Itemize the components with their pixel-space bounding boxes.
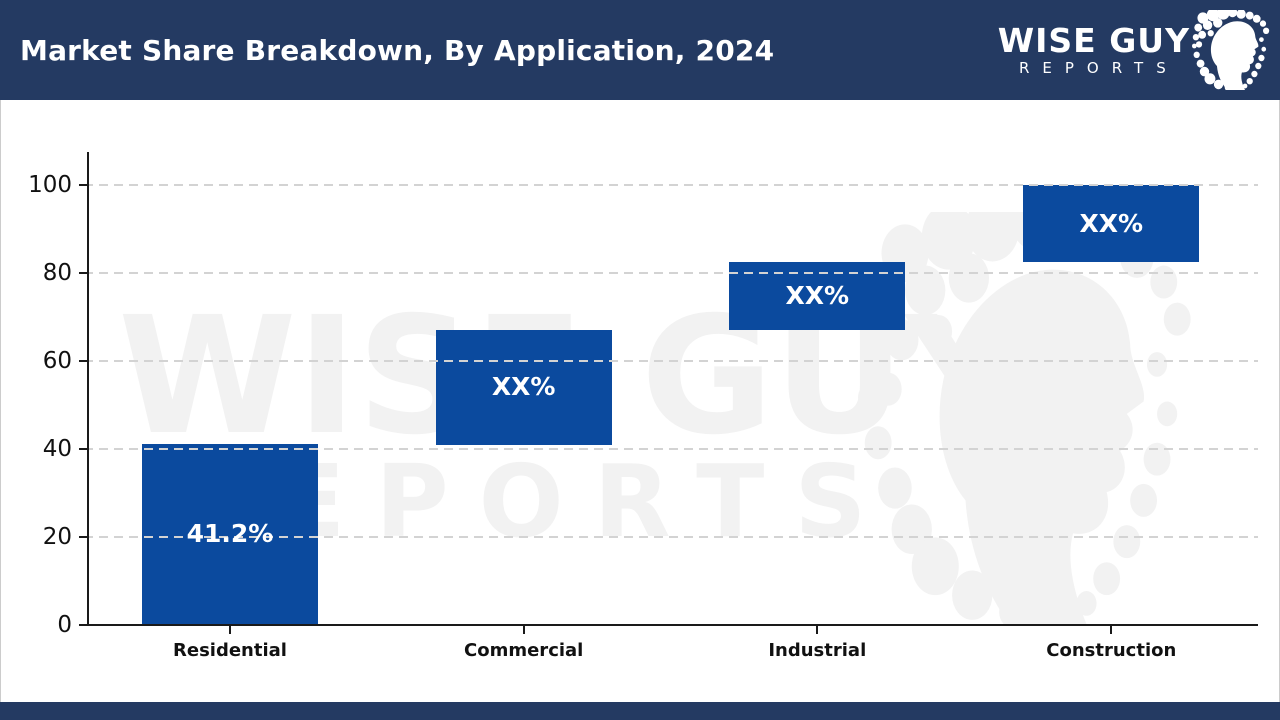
y-tick-mark [79, 184, 87, 186]
bar-residential [142, 443, 318, 625]
bar-construction [1023, 185, 1200, 262]
y-tick-mark [79, 624, 87, 626]
x-tick-mark [1110, 626, 1113, 634]
logo-brand-name: WISE GUY [997, 21, 1190, 60]
x-category-label: Industrial [768, 640, 867, 661]
wiseguy-logo: WISE GUY REPORTS [998, 10, 1270, 90]
logo-text: WISE GUY REPORTS [998, 24, 1190, 76]
x-tick-mark [816, 626, 819, 634]
footer-bar [0, 702, 1280, 720]
x-category-label: Commercial [464, 640, 584, 661]
y-tick-mark [79, 536, 87, 538]
y-tick-label: 80 [42, 260, 72, 286]
bar-value-label: 41.2% [186, 519, 274, 549]
bar-value-label: XX% [785, 281, 850, 311]
x-axis-line [85, 624, 1258, 626]
left-border-line [0, 100, 1, 702]
y-tick-label: 100 [28, 172, 72, 198]
bar-value-label: XX% [1079, 208, 1144, 238]
logo-brand-subtitle: REPORTS [1018, 59, 1179, 77]
y-tick-label: 40 [42, 436, 72, 462]
x-category-label: Residential [173, 640, 287, 661]
y-axis-line [87, 152, 89, 626]
chart-title: Market Share Breakdown, By Application, … [20, 33, 775, 67]
x-tick-mark [522, 626, 525, 634]
y-tick-mark [79, 448, 87, 450]
wiseguy-face-icon [1192, 10, 1270, 90]
x-tick-mark [229, 626, 231, 634]
gridline-60 [84, 360, 1258, 362]
y-tick-label: 0 [57, 612, 72, 638]
header-bar: Market Share Breakdown, By Application, … [0, 0, 1280, 100]
y-tick-label: 20 [42, 524, 72, 550]
bar-value-label: XX% [491, 372, 556, 402]
bar-commercial [435, 330, 612, 445]
gridline-80 [84, 272, 1258, 274]
gridline-40 [84, 448, 1258, 450]
y-tick-label: 60 [42, 348, 72, 374]
x-category-label: Construction [1046, 640, 1177, 661]
gridline-100 [84, 184, 1258, 186]
y-tick-mark [79, 272, 87, 274]
y-tick-mark [79, 360, 87, 362]
gridline-20 [84, 536, 1258, 538]
